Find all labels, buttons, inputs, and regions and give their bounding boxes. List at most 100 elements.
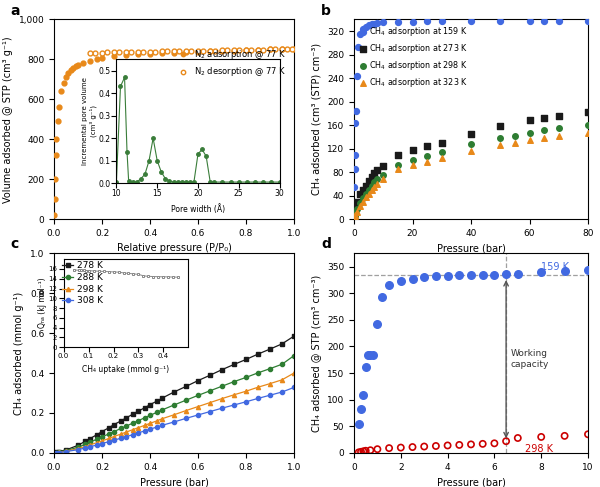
288 K — [242, 375, 250, 380]
Point — [385, 444, 394, 452]
Point — [408, 275, 418, 282]
288 K — [134, 418, 142, 424]
CH$_4$ adsorption at 298 K — [367, 182, 376, 189]
N$_2$ adsorption @ 77 K — [58, 89, 65, 94]
278 K — [55, 449, 62, 454]
Point — [354, 449, 364, 456]
Point — [443, 442, 452, 450]
CH$_4$ adsorption at 298 K — [583, 121, 593, 129]
CH$_4$ adsorption at 273 K — [358, 186, 368, 194]
N$_2$ adsorption @ 77 K — [194, 49, 202, 55]
CH$_4$ adsorption at 298 K — [370, 178, 379, 186]
Text: 298 K: 298 K — [525, 444, 553, 454]
Point — [419, 443, 429, 450]
N$_2$ adsorption @ 77 K — [52, 152, 59, 158]
308 K — [154, 424, 161, 430]
CH$_4$ adsorption at 273 K — [524, 116, 535, 124]
CH$_4$ adsorption at 298 K — [364, 186, 373, 194]
N$_2$ adsorption @ 77 K — [67, 68, 74, 74]
CH$_4$ adsorption at 273 K — [364, 177, 373, 185]
278 K — [86, 435, 94, 441]
278 K — [218, 367, 226, 373]
CH$_4$ adsorption at 323 K — [393, 165, 403, 173]
N$_2$ adsorption @ 77 K — [206, 49, 214, 55]
298 K — [134, 425, 142, 431]
CH$_4$ adsorption at 159 K — [583, 17, 593, 24]
N$_2$ adsorption @ 77 K — [170, 50, 178, 56]
N$_2$ adsorption @ 77 K — [98, 56, 106, 61]
288 K — [142, 414, 149, 420]
CH$_4$ adsorption at 323 K — [350, 211, 360, 219]
308 K — [218, 405, 226, 411]
Point — [560, 432, 569, 440]
N$_2$ adsorption @ 77 K — [86, 58, 94, 64]
N$_2$ adsorption @ 77 K — [74, 62, 82, 68]
Legend: 278 K, 288 K, 298 K, 308 K: 278 K, 288 K, 298 K, 308 K — [59, 258, 106, 309]
Point — [536, 268, 546, 276]
Text: c: c — [11, 237, 19, 251]
CH$_4$ adsorption at 159 K — [349, 183, 359, 191]
298 K — [266, 381, 274, 387]
308 K — [94, 442, 101, 448]
308 K — [110, 437, 118, 443]
N$_2$ adsorption @ 77 K — [60, 80, 67, 86]
N$_2$ desorption @ 77 K — [187, 48, 194, 54]
278 K — [254, 351, 262, 357]
CH$_4$ adsorption at 159 K — [496, 17, 505, 24]
308 K — [182, 415, 190, 421]
CH$_4$ adsorption at 159 K — [351, 107, 361, 114]
308 K — [130, 431, 137, 437]
N$_2$ adsorption @ 77 K — [218, 48, 226, 54]
CH$_4$ adsorption at 273 K — [422, 142, 432, 150]
308 K — [98, 441, 106, 447]
Point — [359, 448, 368, 455]
Point — [478, 440, 488, 448]
CH$_4$ adsorption at 298 K — [352, 205, 362, 212]
CH$_4$ adsorption at 273 K — [408, 146, 418, 154]
308 K — [118, 435, 125, 441]
N$_2$ desorption @ 77 K — [271, 46, 278, 52]
278 K — [266, 346, 274, 352]
308 K — [170, 419, 178, 425]
CH$_4$ adsorption at 298 K — [408, 156, 418, 164]
CH$_4$ adsorption at 298 K — [355, 199, 365, 206]
278 K — [182, 383, 190, 389]
288 K — [74, 445, 82, 450]
X-axis label: Pressure (bar): Pressure (bar) — [437, 477, 505, 487]
N$_2$ desorption @ 77 K — [163, 49, 170, 55]
CH$_4$ adsorption at 159 K — [355, 30, 365, 38]
N$_2$ desorption @ 77 K — [247, 47, 254, 53]
278 K — [118, 418, 125, 424]
Point — [583, 266, 593, 274]
N$_2$ adsorption @ 77 K — [65, 71, 72, 76]
Y-axis label: CH₄ adsorbed (mmol g⁻¹): CH₄ adsorbed (mmol g⁻¹) — [14, 291, 25, 415]
CH$_4$ adsorption at 273 K — [393, 150, 403, 158]
Line: 288 K: 288 K — [55, 354, 296, 454]
Y-axis label: Volume adsorbed @ STP (cm³ g⁻¹): Volume adsorbed @ STP (cm³ g⁻¹) — [3, 36, 13, 203]
308 K — [290, 385, 298, 391]
N$_2$ desorption @ 77 K — [86, 50, 94, 56]
298 K — [82, 444, 89, 450]
298 K — [278, 377, 286, 383]
CH$_4$ adsorption at 159 K — [373, 19, 382, 27]
N$_2$ adsorption @ 77 K — [94, 56, 101, 62]
308 K — [278, 389, 286, 395]
Point — [490, 271, 499, 279]
CH$_4$ adsorption at 159 K — [379, 19, 388, 26]
N$_2$ desorption @ 77 K — [110, 49, 118, 55]
308 K — [55, 450, 62, 455]
CH$_4$ adsorption at 159 K — [539, 17, 549, 24]
CH$_4$ adsorption at 323 K — [524, 136, 535, 144]
Y-axis label: CH₄ adsorbed @ STP (cm³ cm⁻³): CH₄ adsorbed @ STP (cm³ cm⁻³) — [311, 275, 322, 431]
Text: b: b — [321, 3, 331, 18]
CH$_4$ adsorption at 159 K — [350, 119, 360, 127]
308 K — [53, 450, 60, 456]
308 K — [242, 399, 250, 405]
CH$_4$ adsorption at 273 K — [373, 166, 382, 174]
308 K — [158, 422, 166, 428]
308 K — [146, 426, 154, 432]
288 K — [230, 379, 238, 385]
CH$_4$ adsorption at 298 K — [437, 148, 446, 155]
288 K — [154, 409, 161, 415]
298 K — [194, 404, 202, 410]
